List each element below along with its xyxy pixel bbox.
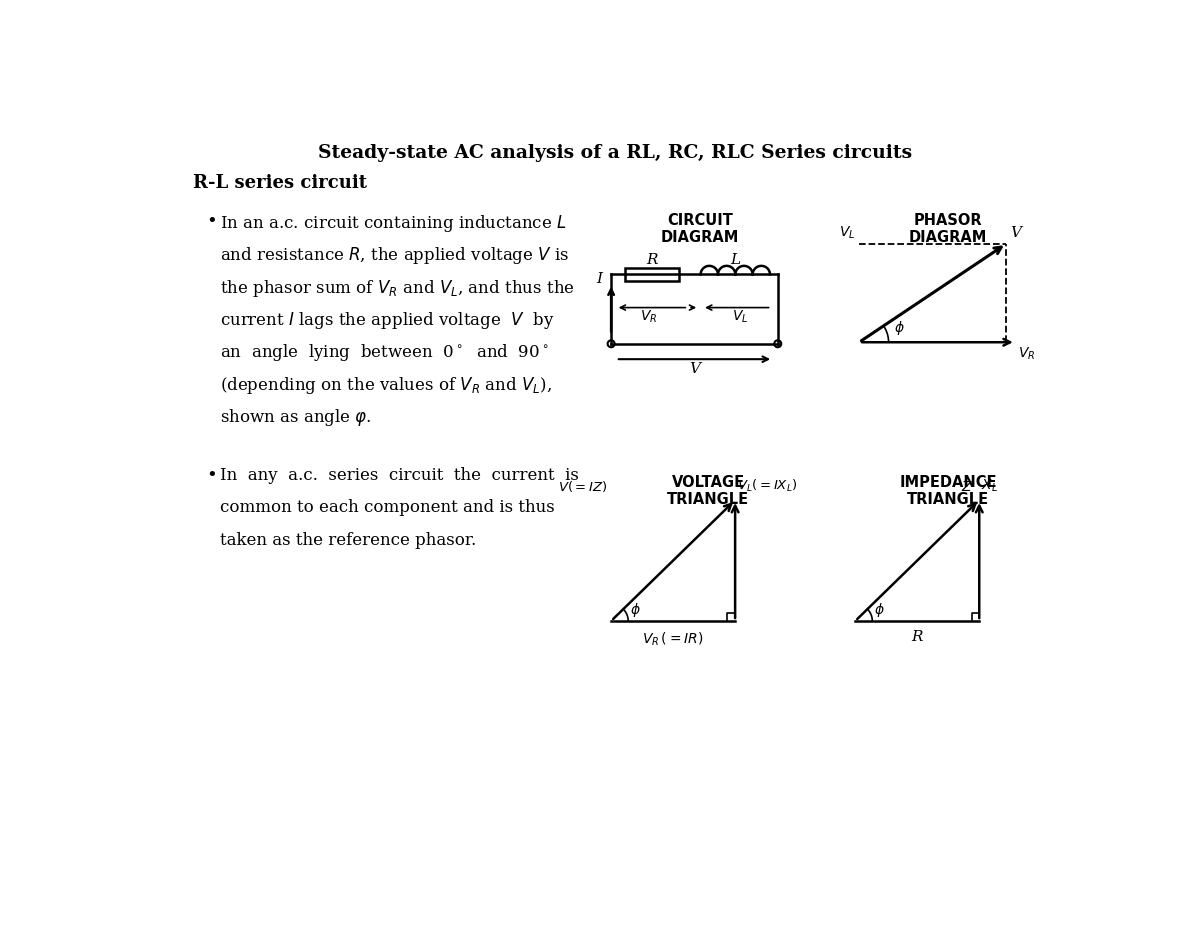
- Text: R-L series circuit: R-L series circuit: [193, 174, 367, 193]
- Text: (depending on the values of $V_R$ and $V_L$),: (depending on the values of $V_R$ and $V…: [220, 375, 552, 396]
- Text: $V(=IZ)$: $V(=IZ)$: [558, 479, 607, 494]
- Text: •: •: [206, 213, 216, 231]
- Text: PHASOR
DIAGRAM: PHASOR DIAGRAM: [910, 213, 988, 246]
- Text: taken as the reference phasor.: taken as the reference phasor.: [220, 532, 476, 549]
- Text: $\phi$: $\phi$: [630, 601, 641, 618]
- Text: $\phi$: $\phi$: [894, 319, 905, 337]
- Text: V: V: [689, 362, 700, 376]
- Text: $Z$: $Z$: [961, 480, 973, 494]
- Text: common to each component and is thus: common to each component and is thus: [220, 500, 554, 516]
- Text: an  angle  lying  between  0$^\circ$  and  90$^\circ$: an angle lying between 0$^\circ$ and 90$…: [220, 342, 548, 363]
- Text: $X_L$: $X_L$: [980, 477, 997, 494]
- Text: I: I: [596, 273, 602, 286]
- Bar: [625, 268, 679, 281]
- Text: L: L: [731, 253, 740, 267]
- Text: $V_L(=IX_L)$: $V_L(=IX_L)$: [737, 477, 797, 494]
- Text: R: R: [912, 630, 923, 644]
- Text: In  any  a.c.  series  circuit  the  current  is: In any a.c. series circuit the current i…: [220, 467, 578, 484]
- Text: $V_R\,(=IR)$: $V_R\,(=IR)$: [642, 630, 703, 648]
- Text: $\phi$: $\phi$: [874, 601, 884, 618]
- Text: IMPEDANCE
TRIANGLE: IMPEDANCE TRIANGLE: [900, 475, 997, 507]
- Text: $V_L$: $V_L$: [839, 225, 856, 241]
- Text: In an a.c. circuit containing inductance $L$: In an a.c. circuit containing inductance…: [220, 213, 566, 234]
- Text: CIRCUIT
DIAGRAM: CIRCUIT DIAGRAM: [661, 213, 739, 246]
- Text: $V_L$: $V_L$: [732, 309, 748, 324]
- Text: the phasor sum of $V_R$ and $V_L$, and thus the: the phasor sum of $V_R$ and $V_L$, and t…: [220, 277, 575, 298]
- Text: R: R: [647, 253, 658, 267]
- Text: $V_R$: $V_R$: [1018, 346, 1036, 362]
- Text: VOLTAGE
TRIANGLE: VOLTAGE TRIANGLE: [667, 475, 749, 507]
- Text: and resistance $R$, the applied voltage $V$ is: and resistance $R$, the applied voltage …: [220, 246, 569, 266]
- Text: shown as angle $\varphi$.: shown as angle $\varphi$.: [220, 407, 371, 428]
- Text: Steady-state AC analysis of a RL, RC, RLC Series circuits: Steady-state AC analysis of a RL, RC, RL…: [318, 144, 912, 161]
- Text: current $I$ lags the applied voltage  $V$  by: current $I$ lags the applied voltage $V$…: [220, 310, 554, 331]
- Text: $V_R$: $V_R$: [641, 309, 658, 324]
- Text: •: •: [206, 467, 216, 485]
- Text: V: V: [1010, 226, 1021, 240]
